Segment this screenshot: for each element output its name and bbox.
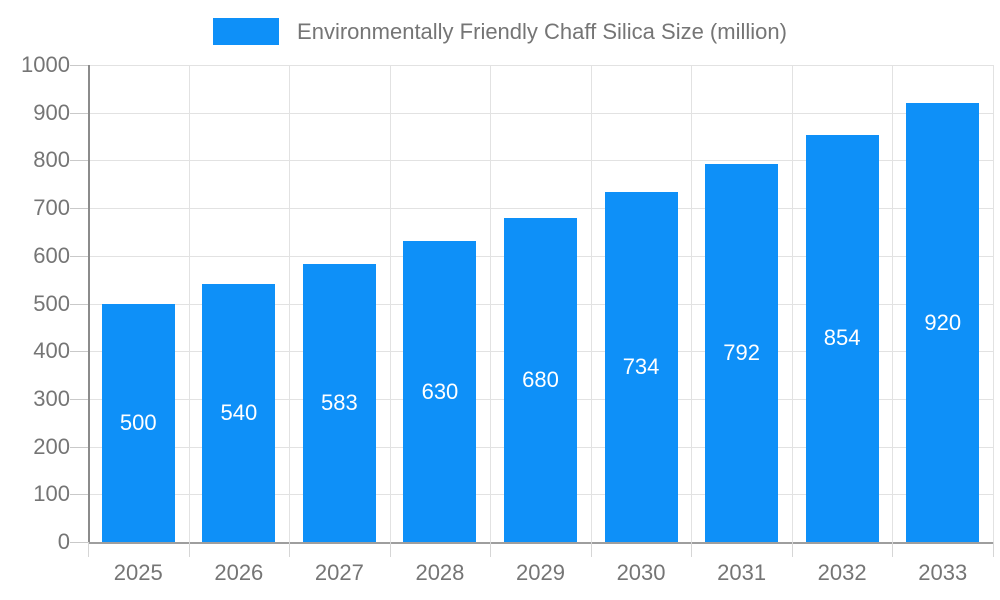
x-axis-tick <box>791 542 793 557</box>
bar[interactable]: 630 <box>403 241 477 542</box>
x-axis-tick-label: 2028 <box>415 560 465 585</box>
y-axis-tick <box>70 446 88 448</box>
x-axis-tick-label: 2026 <box>214 560 264 585</box>
bar-value-label: 680 <box>522 366 559 392</box>
gridline-vertical <box>691 65 693 542</box>
y-axis-tick <box>70 542 88 543</box>
x-axis-tick <box>590 542 592 557</box>
legend-swatch <box>213 18 280 45</box>
bar-value-label: 500 <box>119 409 157 435</box>
chart-title: Environmentally Friendly Chaff Silica Si… <box>297 18 787 44</box>
plot-area: 500 540 583 630 680 734 792 854 920 <box>88 65 994 544</box>
gridline-vertical <box>490 65 492 542</box>
chart-legend[interactable]: Environmentally Friendly Chaff Silica Si… <box>0 18 1000 45</box>
bar[interactable]: 920 <box>906 103 980 542</box>
y-axis-tick <box>70 398 88 400</box>
y-axis-tick-label: 1000 <box>21 52 70 77</box>
gridline-vertical <box>389 65 391 542</box>
x-axis-tick-label: 2032 <box>817 560 867 585</box>
gridline-horizontal <box>88 65 993 66</box>
gridline-vertical <box>993 65 994 542</box>
bar-value-label: 734 <box>622 353 660 379</box>
bar-value-label: 540 <box>220 400 258 426</box>
bar[interactable]: 734 <box>604 191 678 542</box>
y-axis-tick-label: 500 <box>33 290 70 316</box>
bar[interactable]: 680 <box>504 217 577 542</box>
x-axis-tick-label: 2031 <box>717 560 767 585</box>
y-axis-tick-label: 900 <box>33 99 70 125</box>
bar[interactable]: 792 <box>705 164 779 542</box>
y-axis-tick <box>70 65 88 66</box>
y-axis-tick-label: 700 <box>33 195 70 221</box>
x-axis-tick <box>490 542 492 557</box>
gridline-horizontal <box>88 208 993 210</box>
bar-value-label: 630 <box>421 378 459 404</box>
bar-value-label: 583 <box>321 389 358 415</box>
y-axis-tick <box>70 255 88 257</box>
gridline-vertical <box>590 65 592 542</box>
bar-value-label: 792 <box>723 340 760 366</box>
x-axis-tick <box>993 542 994 557</box>
y-axis-tick-label: 300 <box>33 385 70 411</box>
y-axis-tick <box>70 303 88 305</box>
bar[interactable]: 540 <box>202 284 276 542</box>
bar[interactable]: 583 <box>302 263 376 542</box>
y-axis-tick-label: 200 <box>33 433 70 459</box>
gridline-horizontal <box>88 112 993 114</box>
gridline-horizontal <box>88 160 993 162</box>
y-axis-tick <box>70 494 88 496</box>
x-axis-tick <box>88 542 89 557</box>
gridline-vertical <box>892 65 894 542</box>
y-axis-tick-label: 800 <box>33 147 70 173</box>
gridline-vertical <box>188 65 190 542</box>
y-axis-tick-label: 100 <box>33 481 70 507</box>
y-axis-tick-label: 0 <box>57 529 70 554</box>
y-axis-tick <box>70 208 88 210</box>
gridline-vertical <box>289 65 291 542</box>
x-axis-tick-label: 2033 <box>918 560 968 585</box>
x-axis-tick <box>188 542 190 557</box>
y-axis-tick <box>70 112 88 114</box>
y-axis-line <box>88 65 90 542</box>
y-axis-tick <box>70 160 88 162</box>
x-axis-tick <box>289 542 291 557</box>
x-axis-tick <box>892 542 894 557</box>
y-axis-tick-label: 600 <box>33 242 70 268</box>
x-axis-tick <box>691 542 693 557</box>
bar-value-label: 920 <box>924 309 962 335</box>
bar-value-label: 854 <box>823 325 861 351</box>
x-axis-tick-label: 2025 <box>113 560 163 585</box>
x-axis-line <box>88 542 993 544</box>
y-axis-tick-label: 400 <box>33 338 70 364</box>
y-axis-tick <box>70 351 88 353</box>
bar[interactable]: 854 <box>805 134 879 542</box>
x-axis-tick-label: 2030 <box>616 560 666 585</box>
x-axis-tick <box>389 542 391 557</box>
x-axis-tick-label: 2029 <box>516 560 565 585</box>
bar[interactable]: 500 <box>101 303 175 542</box>
x-axis-tick-label: 2027 <box>314 560 364 585</box>
gridline-vertical <box>791 65 793 542</box>
